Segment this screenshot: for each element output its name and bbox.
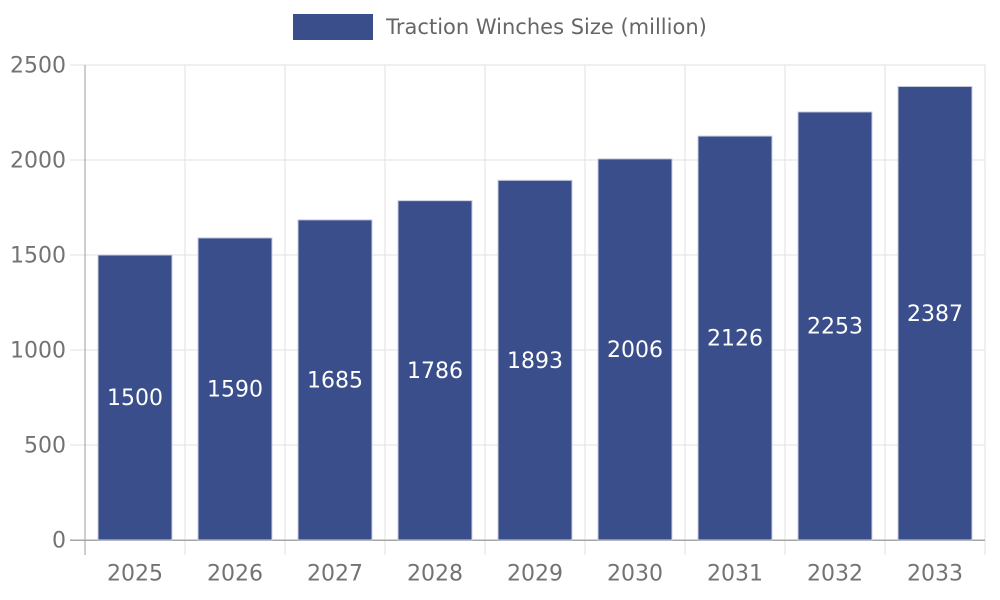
bar-value-label-2031: 2126 <box>707 327 763 352</box>
y-tick-label: 500 <box>24 434 66 459</box>
legend[interactable]: Traction Winches Size (million) <box>0 14 1000 40</box>
bar-2032[interactable] <box>797 111 873 541</box>
legend-label: Traction Winches Size (million) <box>386 15 707 39</box>
bar-2033[interactable] <box>897 85 973 541</box>
bar-value-label-2032: 2253 <box>807 315 863 340</box>
bar-value-label-2026: 1590 <box>207 378 263 403</box>
x-tick-label-2031: 2031 <box>707 562 763 587</box>
x-tick-label-2029: 2029 <box>507 562 563 587</box>
bar-2029[interactable] <box>497 179 573 541</box>
bar-value-label-2028: 1786 <box>407 359 463 384</box>
bar-value-label-2025: 1500 <box>107 386 163 411</box>
bar-2025[interactable] <box>97 254 173 541</box>
bar-value-label-2029: 1893 <box>507 349 563 374</box>
bar-2031[interactable] <box>697 135 773 541</box>
bar-value-label-2033: 2387 <box>907 302 963 327</box>
bar-value-label-2027: 1685 <box>307 369 363 394</box>
y-tick-label: 0 <box>52 529 66 554</box>
bar-2030[interactable] <box>597 158 673 541</box>
bar-value-label-2030: 2006 <box>607 338 663 363</box>
y-tick-label: 1500 <box>10 244 66 269</box>
legend-swatch <box>293 14 374 40</box>
y-tick-label: 2000 <box>10 149 66 174</box>
bar-2027[interactable] <box>297 219 373 541</box>
x-tick-label-2033: 2033 <box>907 562 963 587</box>
x-tick-label-2030: 2030 <box>607 562 663 587</box>
bar-2026[interactable] <box>197 237 273 541</box>
y-tick-label: 1000 <box>10 339 66 364</box>
x-tick-label-2025: 2025 <box>107 562 163 587</box>
bar-2028[interactable] <box>397 200 473 541</box>
x-tick-label-2028: 2028 <box>407 562 463 587</box>
x-tick-label-2027: 2027 <box>307 562 363 587</box>
x-tick-label-2032: 2032 <box>807 562 863 587</box>
y-tick-label: 2500 <box>10 54 66 79</box>
x-tick-label-2026: 2026 <box>207 562 263 587</box>
